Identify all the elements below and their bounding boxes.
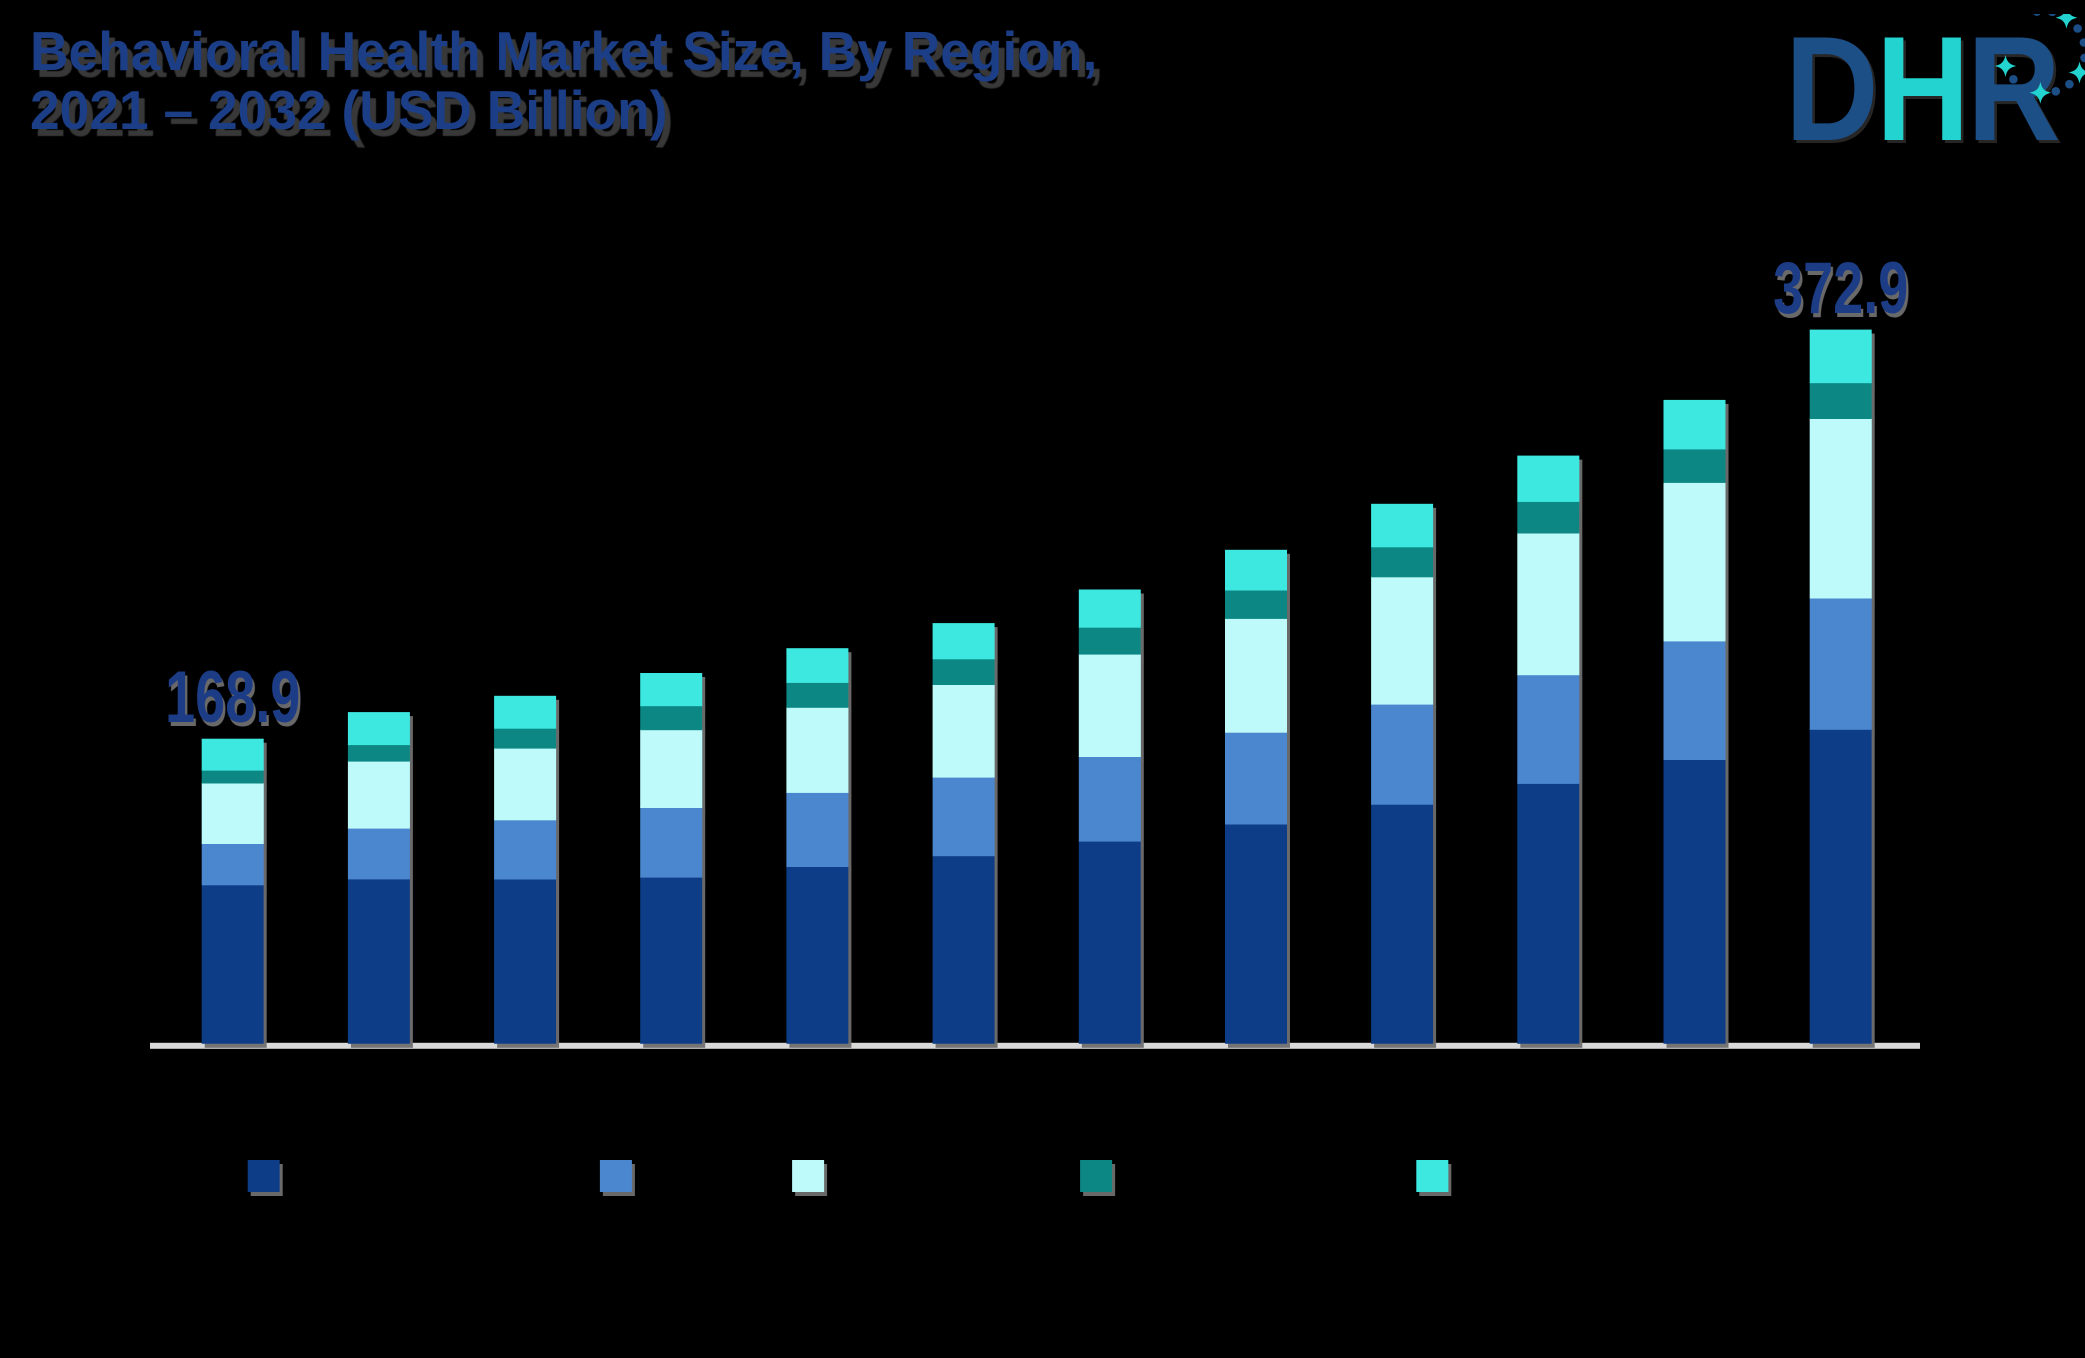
svg-text:168.9: 168.9 [165,656,300,738]
svg-text:372.9: 372.9 [1773,247,1908,329]
